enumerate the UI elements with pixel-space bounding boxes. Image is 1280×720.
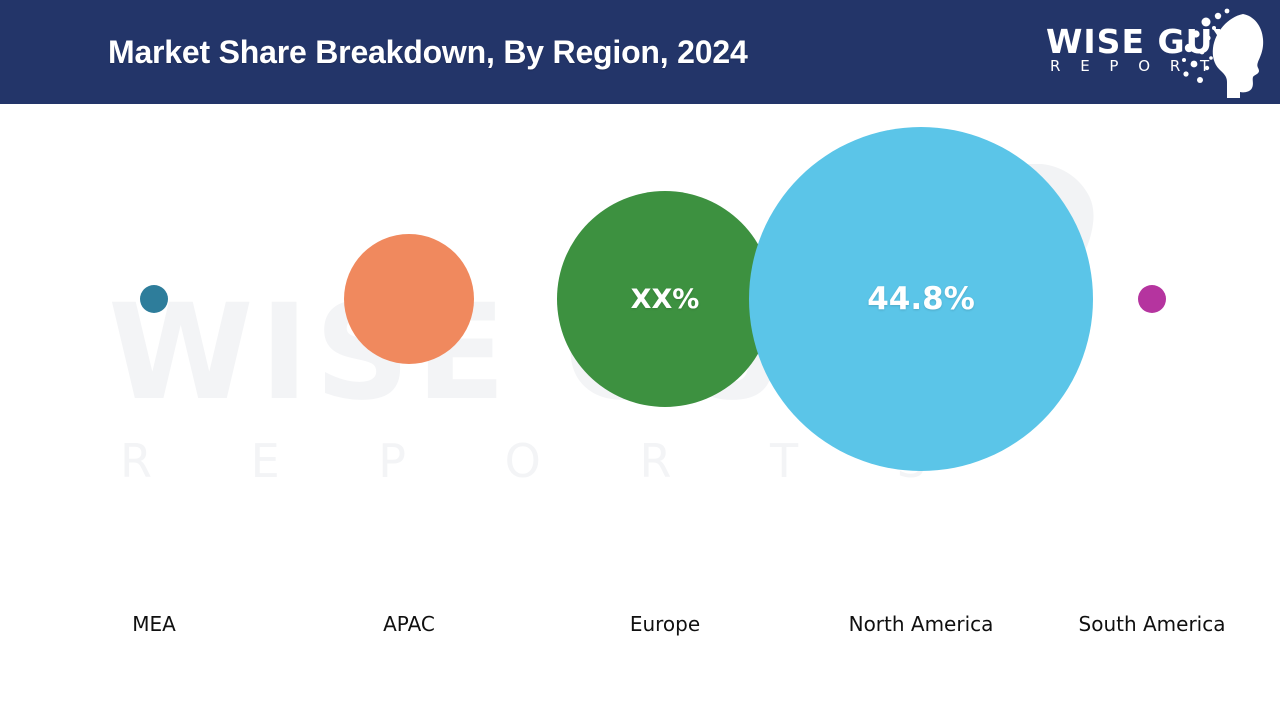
bubble-europe[interactable]: XX% <box>557 191 773 407</box>
header-bar: Market Share Breakdown, By Region, 2024 … <box>0 0 1280 104</box>
bubble-apac[interactable] <box>344 234 474 364</box>
bubble-value-label: XX% <box>630 283 700 315</box>
category-axis: MEA APAC Europe North America South America <box>0 612 1280 662</box>
bubble-plot: XX% 44.8% <box>0 104 1280 720</box>
axis-label-north-america: North America <box>848 612 994 636</box>
bubble-north-america[interactable]: 44.8% <box>749 127 1093 471</box>
bubble-south-america[interactable] <box>1138 285 1166 313</box>
logo-primary-text: WISE GUY <box>1046 22 1239 61</box>
axis-label-south-america: South America <box>1078 612 1226 636</box>
page-title: Market Share Breakdown, By Region, 2024 <box>108 33 748 70</box>
axis-label-mea: MEA <box>132 612 176 636</box>
dotted-head-profile-icon <box>1182 8 1264 98</box>
bubble-value-label: 44.8% <box>867 281 975 317</box>
brand-logo: WISE GUY R E P O R T S <box>1040 6 1266 98</box>
logo-secondary-text: R E P O R T S <box>1050 57 1246 75</box>
axis-label-europe: Europe <box>629 612 701 636</box>
axis-label-apac: APAC <box>383 612 435 636</box>
bubble-mea[interactable] <box>140 285 168 313</box>
